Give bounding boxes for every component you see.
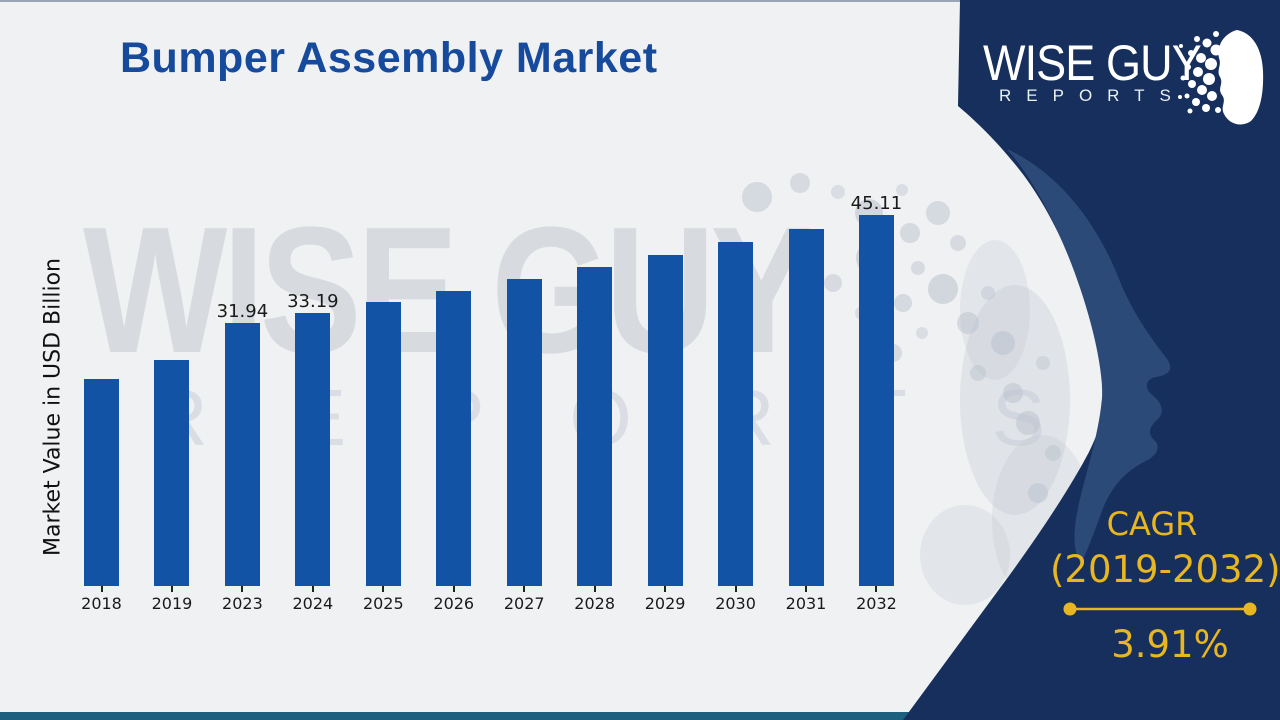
x-tick-label-2026: 2026 (433, 594, 475, 613)
x-tick-2025 (382, 586, 385, 592)
x-tick-label-2023: 2023 (222, 594, 263, 613)
x-tick-2031 (805, 586, 807, 592)
cagr-value: 3.91% (1111, 623, 1229, 666)
top-divider (0, 0, 1280, 2)
x-tick-2032 (875, 586, 878, 592)
bar-2028 (577, 267, 613, 586)
x-tick-label-2024: 2024 (292, 594, 334, 613)
bar-2029 (647, 255, 683, 586)
bar-2032 (858, 215, 894, 586)
x-tick-2028 (593, 586, 596, 592)
bar-2019 (154, 360, 190, 586)
cagr-heading: CAGR (1106, 505, 1198, 543)
x-tick-label-2025: 2025 (362, 594, 404, 613)
x-tick-label-2031: 2031 (785, 594, 827, 613)
bar-value-label-2023: 31.94 (216, 301, 269, 322)
cagr-block: CAGR (2019-2032) 3.91% (1050, 505, 1280, 666)
bottom-accent-bar (0, 712, 1280, 720)
x-tick-label-2018: 2018 (81, 594, 122, 613)
x-tick-label-2028: 2028 (574, 594, 615, 613)
bar-2027 (506, 279, 542, 586)
x-tick-2018 (100, 586, 103, 592)
line-endpoint-dot-right (1243, 602, 1257, 616)
line-endpoint-dot-left (1063, 602, 1077, 616)
bar-2030 (718, 242, 754, 586)
x-tick-2027 (523, 586, 526, 592)
x-tick-2019 (170, 586, 173, 592)
bar-2023 (224, 323, 260, 586)
x-tick-label-2030: 2030 (715, 594, 756, 613)
bar-2026 (436, 291, 472, 586)
x-tick-2026 (452, 586, 455, 592)
bar-2024 (295, 313, 331, 586)
bar-2031 (788, 229, 824, 586)
cagr-range: (2019-2032) (1050, 548, 1280, 591)
bar-2018 (84, 379, 119, 586)
x-tick-2030 (734, 586, 737, 592)
x-tick-label-2032: 2032 (856, 594, 897, 613)
y-axis-label: Market Value in USD Billion (40, 257, 66, 557)
cagr-underline (1063, 602, 1257, 616)
x-tick-2023 (241, 586, 244, 592)
bar-value-label-2032: 45.11 (850, 193, 903, 214)
bar-value-label-2024: 33.19 (287, 291, 339, 312)
chart-title: Bumper Assembly Market (120, 34, 658, 82)
x-tick-2029 (664, 586, 667, 592)
x-tick-label-2027: 2027 (503, 594, 545, 613)
x-tick-2024 (311, 586, 314, 592)
bar-2025 (365, 302, 401, 586)
logo-reports: REPORTS (999, 86, 1186, 105)
logo-wordmark: WISE GUY (983, 35, 1202, 91)
x-tick-label-2019: 2019 (151, 594, 193, 613)
x-tick-label-2029: 2029 (644, 594, 686, 613)
